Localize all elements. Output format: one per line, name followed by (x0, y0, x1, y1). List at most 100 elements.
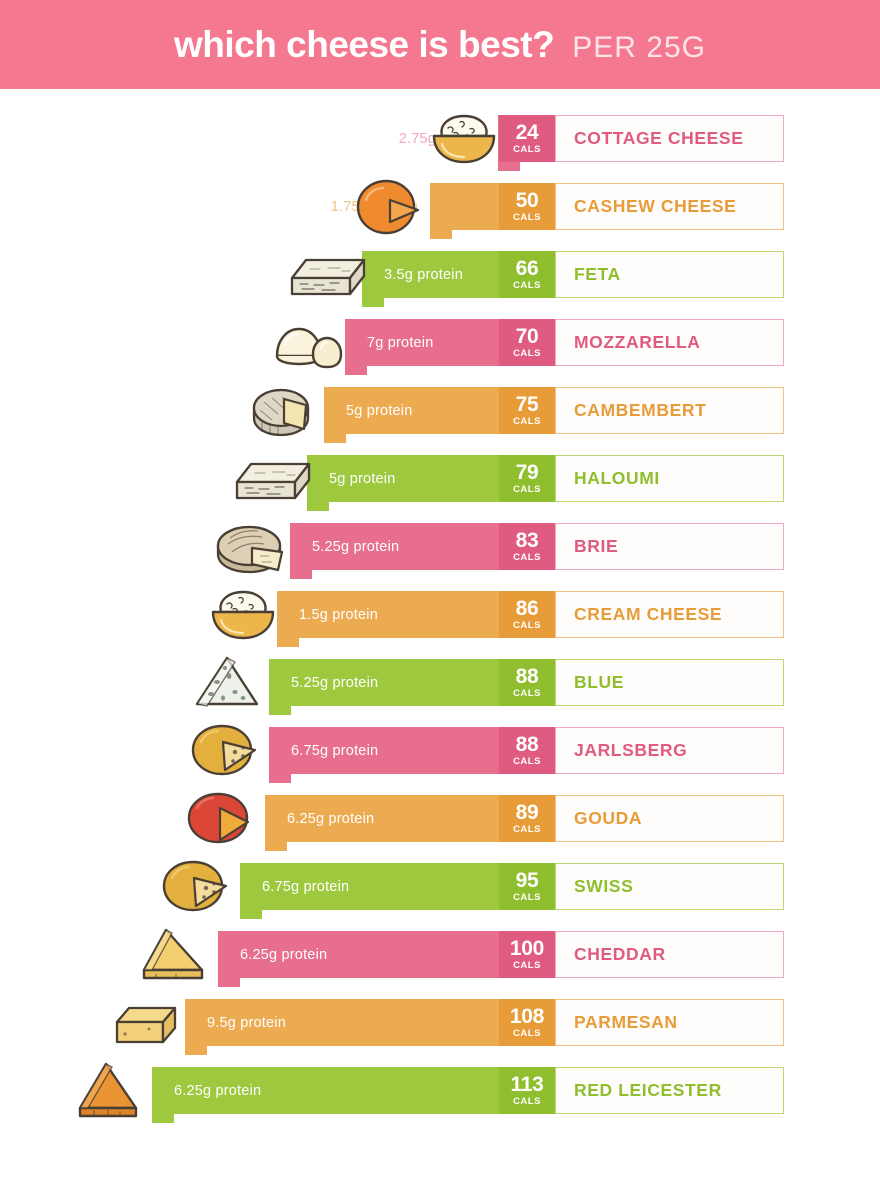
calorie-badge: 79 CALS (499, 455, 555, 502)
calorie-bar[interactable]: 6.25g protein 89 CALS (265, 795, 555, 842)
bar-tail-notch (307, 502, 329, 511)
calorie-unit-label: CALS (513, 212, 541, 224)
calorie-unit-label: CALS (513, 280, 541, 292)
bar-tail-notch (218, 978, 240, 987)
cheese-label-panel[interactable]: RED LEICESTER (555, 1067, 784, 1114)
calorie-unit-label: CALS (513, 892, 541, 904)
protein-value: 9.5g protein (207, 1014, 286, 1031)
cheese-name: CHEDDAR (574, 944, 666, 964)
cheese-name: CASHEW CHEESE (574, 196, 737, 216)
calorie-bar[interactable]: 1.5g protein 86 CALS (277, 591, 555, 638)
calorie-badge: 66 CALS (499, 251, 555, 298)
cheese-label-panel[interactable]: HALOUMI (555, 455, 784, 502)
protein-value: 5g protein (346, 402, 413, 419)
calorie-bar[interactable]: 3.5g protein 66 CALS (362, 251, 555, 298)
calorie-number: 108 (509, 1005, 545, 1029)
chart-row: 6.25g protein 113 CALS RED LEICESTER (0, 1057, 880, 1125)
chart-row: 6.25g protein 100 CALS CHEDDAR (0, 921, 880, 989)
protein-value: 5g protein (329, 470, 396, 487)
chart-row: 5g protein 75 CALS CAMBEMBERT (0, 377, 880, 445)
calorie-bar[interactable]: 2.75g protein 24 CALS (399, 115, 555, 162)
bar-tail-notch (324, 434, 346, 443)
calorie-number: 88 (515, 733, 539, 757)
protein-value: 6.25g protein (287, 810, 375, 827)
calorie-badge: 24 CALS (499, 115, 555, 162)
bar-tail-notch (152, 1114, 174, 1123)
calorie-bar[interactable]: 7g protein 70 CALS (345, 319, 555, 366)
chart-row: 1.5g protein 86 CALS CREAM CHEESE (0, 581, 880, 649)
cheese-label-panel[interactable]: MOZZARELLA (555, 319, 784, 366)
cheese-label-panel[interactable]: FETA (555, 251, 784, 298)
cheese-label-panel[interactable]: SWISS (555, 863, 784, 910)
chart-row: 5.25g protein 88 CALS BLUE (0, 649, 880, 717)
protein-value: 6.75g protein (262, 878, 350, 895)
chart-row: 1.75g protein 50 CALS CASHEW CHEESE (0, 173, 880, 241)
chart-row: 6.75g protein 88 CALS JARLSBERG (0, 717, 880, 785)
cheese-label-panel[interactable]: CASHEW CHEESE (555, 183, 784, 230)
calorie-badge: 50 CALS (499, 183, 555, 230)
calorie-unit-label: CALS (513, 484, 541, 496)
calorie-number: 88 (515, 665, 539, 689)
calorie-bar[interactable]: 9.5g protein 108 CALS (185, 999, 555, 1046)
calorie-badge: 88 CALS (499, 659, 555, 706)
protein-value: 6.25g protein (240, 946, 328, 963)
protein-value: 2.75g protein (398, 130, 486, 147)
calorie-bar[interactable]: 5.25g protein 88 CALS (269, 659, 555, 706)
calorie-bar[interactable]: 6.25g protein 100 CALS (218, 931, 555, 978)
protein-value: 5.25g protein (291, 674, 379, 691)
page-header: which cheese is best? PER 25G (0, 0, 880, 89)
cheese-name: MOZZARELLA (574, 332, 701, 352)
cheese-label-panel[interactable]: CHEDDAR (555, 931, 784, 978)
calorie-badge: 100 CALS (499, 931, 555, 978)
bar-tail-notch (240, 910, 262, 919)
chart-row: 5.25g protein 83 CALS BRIE (0, 513, 880, 581)
cheese-label-panel[interactable]: BRIE (555, 523, 784, 570)
cheese-label-panel[interactable]: BLUE (555, 659, 784, 706)
calorie-badge: 86 CALS (499, 591, 555, 638)
calorie-unit-label: CALS (513, 1096, 541, 1108)
calorie-bar[interactable]: 6.25g protein 113 CALS (152, 1067, 555, 1114)
cheese-name: SWISS (574, 876, 634, 896)
cheese-label-panel[interactable]: CREAM CHEESE (555, 591, 784, 638)
calorie-unit-label: CALS (513, 620, 541, 632)
calorie-bar[interactable]: 6.75g protein 88 CALS (269, 727, 555, 774)
protein-value: 1.5g protein (299, 606, 378, 623)
protein-value: 6.25g protein (174, 1082, 262, 1099)
cheese-name: JARLSBERG (574, 740, 688, 760)
cheese-name: FETA (574, 264, 621, 284)
bar-tail-notch (269, 774, 291, 783)
calorie-bar[interactable]: 5g protein 75 CALS (324, 387, 555, 434)
cheese-label-panel[interactable]: JARLSBERG (555, 727, 784, 774)
cheese-name: CREAM CHEESE (574, 604, 723, 624)
cheese-label-panel[interactable]: PARMESAN (555, 999, 784, 1046)
bar-tail-notch (290, 570, 312, 579)
protein-value: 3.5g protein (384, 266, 463, 283)
calorie-number: 89 (515, 801, 539, 825)
calorie-number: 113 (510, 1073, 544, 1097)
calorie-number: 79 (515, 461, 539, 485)
chart-row: 5g protein 79 CALS HALOUMI (0, 445, 880, 513)
cheese-label-panel[interactable]: CAMBEMBERT (555, 387, 784, 434)
calorie-bar[interactable]: 5.25g protein 83 CALS (290, 523, 555, 570)
calorie-number: 24 (515, 121, 539, 145)
chart-row: 6.25g protein 89 CALS GOUDA (0, 785, 880, 853)
calorie-bar[interactable]: 1.75g protein 50 CALS (331, 183, 555, 230)
cheese-label-panel[interactable]: COTTAGE CHEESE (555, 115, 784, 162)
calorie-bar[interactable]: 5g protein 79 CALS (307, 455, 555, 502)
calorie-unit-label: CALS (513, 416, 541, 428)
calorie-unit-label: CALS (513, 1028, 541, 1040)
calorie-unit-label: CALS (513, 144, 541, 156)
chart-row: 9.5g protein 108 CALS PARMESAN (0, 989, 880, 1057)
protein-value: 5.25g protein (312, 538, 400, 555)
calorie-number: 86 (515, 597, 539, 621)
calorie-unit-label: CALS (513, 824, 541, 836)
cheese-name: CAMBEMBERT (574, 400, 707, 420)
calorie-number: 66 (515, 257, 539, 281)
calorie-badge: 88 CALS (499, 727, 555, 774)
chart-row: 6.75g protein 95 CALS SWISS (0, 853, 880, 921)
calorie-number: 70 (515, 325, 539, 349)
calorie-number: 100 (509, 937, 545, 961)
calorie-bar[interactable]: 6.75g protein 95 CALS (240, 863, 555, 910)
cheese-label-panel[interactable]: GOUDA (555, 795, 784, 842)
